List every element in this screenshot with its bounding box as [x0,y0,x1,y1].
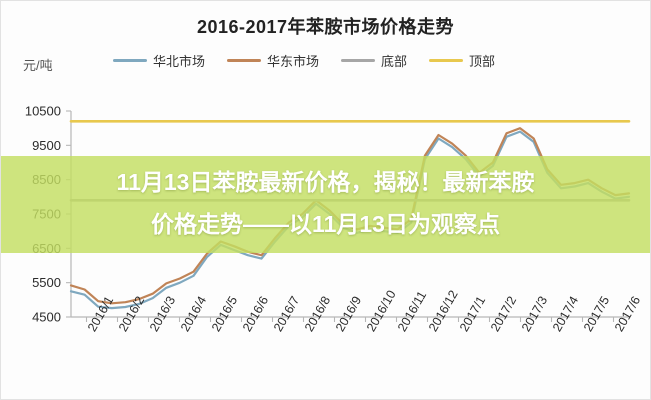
legend-swatch-icon [113,59,147,62]
legend-item-top[interactable]: 顶部 [429,51,495,70]
legend-label: 底部 [381,54,408,69]
legend-label: 顶部 [469,54,496,69]
y-tick-label: 10500 [25,104,61,119]
y-tick-label: 9500 [32,138,61,153]
legend-swatch-icon [341,59,376,62]
chart-title: 2016-2017年苯胺市场价格走势 [196,17,455,37]
y-tick-label: 5500 [32,275,61,290]
legend-item-bottom[interactable]: 底部 [341,51,407,70]
x-axis [71,316,629,322]
legend-item-north-china-market[interactable]: 华北市场 [113,51,205,70]
headline-line-2: 价格走势——以11月13日为观察点 [151,211,500,237]
legend-label: 华北市场 [153,54,206,69]
legend-label: 华东市场 [267,54,320,69]
headline-overlay-band [1,156,650,253]
legend-swatch-icon [429,59,464,62]
legend-swatch-icon [227,59,262,62]
headline-line-1: 11月13日苯胺最新价格，揭秘！最新苯胺 [116,169,535,195]
x-tick-marks [85,317,615,322]
y-axis-unit-label: 元/吨 [23,58,53,73]
legend-item-east-china-market[interactable]: 华东市场 [227,51,319,70]
y-tick-label: 4500 [32,310,61,325]
headline-overlay-text: 11月13日苯胺最新价格，揭秘！最新苯胺 价格走势——以11月13日为观察点 [1,161,650,245]
chart-legend: 华北市场 华东市场 底部 顶部 [113,51,495,70]
